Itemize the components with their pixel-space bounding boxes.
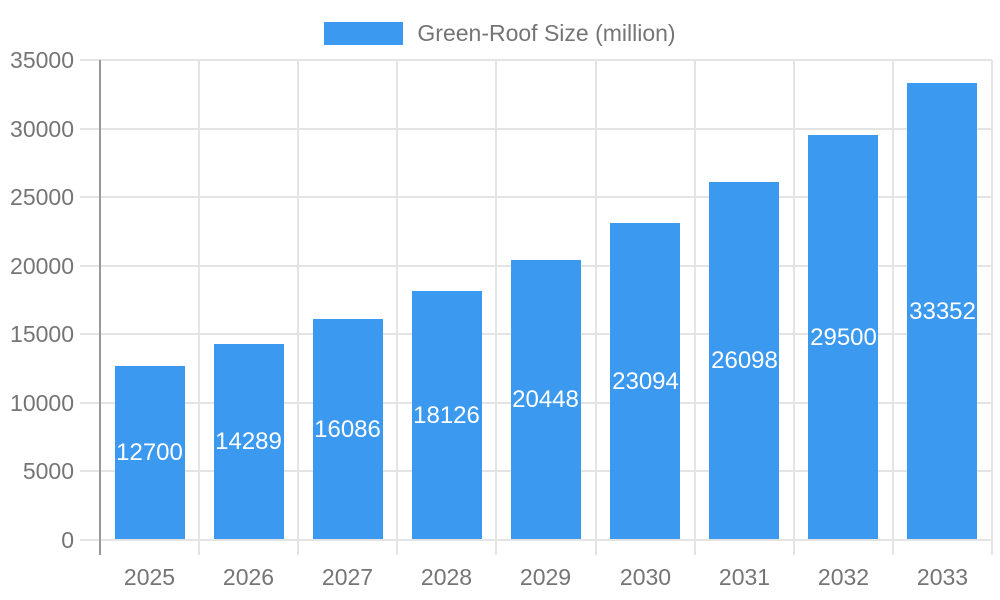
bar-value-label: 16086 [314,416,381,443]
bar-2026[interactable] [214,344,284,539]
y-axis-tick [80,539,100,541]
x-tick-label: 2027 [321,564,374,590]
y-axis-line [99,60,101,555]
legend-label: Green-Roof Size (million) [417,20,676,46]
legend: Green-Roof Size (million) [0,20,1000,47]
gridline-vertical [594,60,597,540]
y-tick-label: 0 [61,527,74,553]
bar-2028[interactable] [412,291,482,539]
x-tick-label: 2031 [718,564,771,590]
y-tick-label: 15000 [10,321,74,348]
x-tick-label: 2029 [519,564,572,590]
x-axis-tick [693,540,696,555]
x-axis-tick [594,540,597,555]
x-tick-label: 2032 [817,564,870,590]
y-axis-tick [80,401,100,404]
bar-value-label: 26098 [711,347,778,374]
y-tick-label: 25000 [10,184,74,211]
bar-value-label: 18126 [413,402,480,429]
y-tick-label: 5000 [22,458,74,485]
y-axis-tick [80,127,100,130]
y-tick-label: 10000 [10,389,74,416]
gridline-vertical [198,60,201,540]
bar-value-label: 33352 [909,298,976,325]
bar-2027[interactable] [313,319,383,539]
y-axis-tick [80,59,100,61]
bar-2025[interactable] [115,366,185,539]
gridline-horizontal [100,59,992,61]
x-axis-tick [495,540,498,555]
y-tick-label: 35000 [10,47,74,73]
x-axis-tick [396,540,399,555]
x-tick-label: 2026 [222,564,275,590]
gridline-vertical [693,60,696,540]
x-axis-tick [991,540,993,555]
y-axis-tick [80,470,100,473]
y-tick-label: 30000 [10,115,74,142]
x-tick-label: 2033 [916,564,969,590]
gridline-vertical [297,60,300,540]
x-axis-tick [198,540,201,555]
y-axis-tick [80,196,100,199]
bar-value-label: 12700 [116,439,183,466]
bar-2030[interactable] [610,223,680,539]
y-axis-tick [80,333,100,336]
x-axis-tick [297,540,300,555]
gridline-horizontal [100,127,992,130]
x-axis-tick [891,540,894,555]
x-axis-tick [792,540,795,555]
gridline-horizontal [100,196,992,199]
bar-value-label: 14289 [215,428,282,455]
y-axis-tick [80,264,100,267]
legend-swatch [324,22,404,45]
gridline-vertical [495,60,498,540]
y-tick-label: 20000 [10,252,74,279]
x-tick-label: 2025 [123,564,176,590]
bar-2033[interactable] [907,83,977,539]
gridline-vertical [792,60,795,540]
bar-2031[interactable] [709,182,779,539]
x-tick-label: 2028 [420,564,473,590]
bar-2032[interactable] [808,135,878,539]
bar-2029[interactable] [511,260,581,539]
gridline-vertical [891,60,894,540]
x-tick-label: 2030 [619,564,672,590]
bar-value-label: 29500 [810,324,877,351]
gridline-horizontal [100,539,992,541]
gridline-vertical [396,60,399,540]
gridline-vertical [991,60,993,540]
bar-value-label: 20448 [512,386,579,413]
bar-value-label: 23094 [612,368,679,395]
